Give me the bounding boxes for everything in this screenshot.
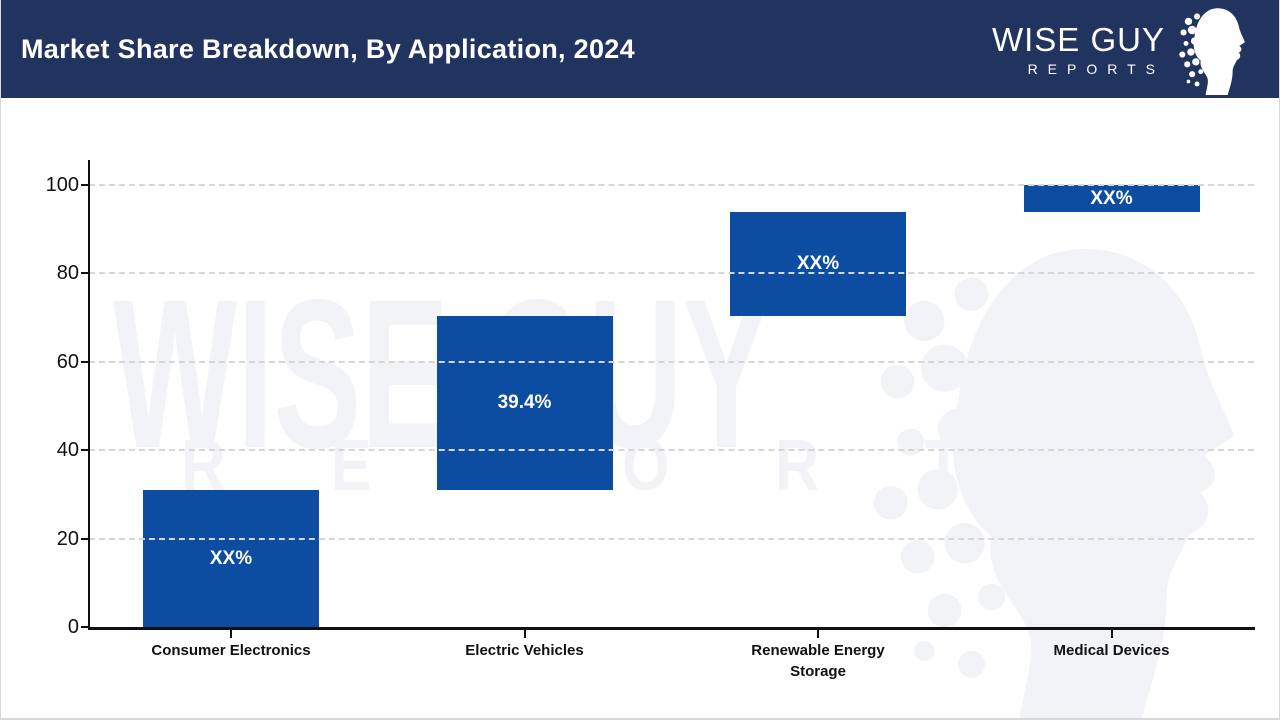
brand-name: WISE GUY (991, 20, 1165, 58)
gridline-40 (89, 449, 1254, 452)
bar-renewable-energy-storage: XX% (730, 211, 906, 316)
y-axis-tick-label: 40 (56, 439, 79, 462)
brand-subname: REPORTS (1027, 60, 1165, 77)
gridline-20 (89, 537, 1254, 540)
y-axis-tick-label: 0 (67, 616, 79, 638)
x-axis-tick-mark (230, 630, 232, 638)
bar-value-label: 39.4% (497, 392, 552, 414)
y-axis-tick-label: 60 (56, 350, 79, 373)
y-axis-tick-mark (81, 626, 89, 628)
y-axis-line (88, 160, 90, 630)
y-axis-tick-mark (81, 449, 89, 452)
y-axis-tick-label: 80 (56, 262, 79, 285)
brand-text: WISE GUY REPORTS (992, 23, 1165, 76)
x-axis-category-label: Electric Vehicles (465, 642, 584, 659)
y-axis-tick-label: 100 (45, 174, 79, 196)
bar-value-label: XX% (1090, 187, 1133, 209)
gridline-60 (89, 360, 1254, 363)
x-axis-line (88, 627, 1255, 630)
brand-face-icon (1179, 8, 1245, 95)
bar-medical-devices: XX% (1023, 185, 1200, 212)
x-axis-tick-mark (1110, 630, 1113, 638)
bar-consumer-electronics: XX% (143, 489, 319, 627)
bar-electric-vehicles: 39.4% (436, 315, 613, 490)
bar-value-label: XX% (796, 253, 840, 275)
x-axis-tick-mark (817, 630, 819, 638)
bar-value-label: XX% (209, 547, 253, 569)
y-axis-tick-mark (81, 537, 89, 540)
x-axis-category-label: Medical Devices (1053, 642, 1170, 659)
gridline-80 (89, 272, 1254, 275)
page-title: Market Share Breakdown, By Application, … (21, 33, 635, 64)
y-axis-tick-label: 20 (56, 527, 79, 550)
y-axis-tick-mark (81, 184, 89, 186)
x-axis-category-label: Renewable Energy Storage (751, 642, 885, 680)
header-bar: Market Share Breakdown, By Application, … (1, 0, 1279, 98)
y-axis-tick-mark (81, 360, 89, 363)
x-axis-category-label: Consumer Electronics (151, 642, 311, 659)
y-axis-tick-mark (81, 272, 89, 275)
brand-logo: WISE GUY REPORTS (992, 3, 1255, 95)
gridline-100 (89, 184, 1254, 186)
x-axis-tick-mark (523, 630, 526, 638)
